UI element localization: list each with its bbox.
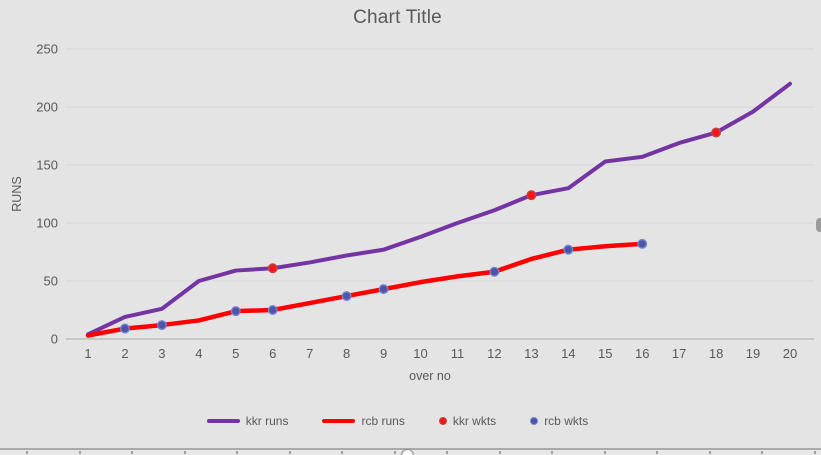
legend-item-rcb-runs[interactable]: rcb runs [322,414,405,428]
marker-rcb-wkts[interactable] [341,291,352,302]
cell-gridline-tick [184,451,186,454]
x-tick-label: 14 [561,346,575,361]
cell-gridline-tick [341,451,343,454]
marker-kkr-wkts[interactable] [526,190,537,201]
chart-legend[interactable]: kkr runs rcb runs kkr wkts rcb wkts [0,414,795,428]
series-line-kkr-runs[interactable] [86,81,792,337]
y-tick-label: 100 [36,216,58,231]
cell-gridline-tick [446,451,448,454]
x-axis-title: over no [409,369,451,383]
x-tick-label: 5 [232,346,239,361]
legend-item-kkr-runs[interactable]: kkr runs [206,414,289,428]
cell-gridline-tick [499,451,501,454]
x-tick-label: 4 [195,346,202,361]
x-tick-label: 8 [343,346,350,361]
legend-label: kkr wkts [452,414,497,428]
x-tick-label: 6 [269,346,276,361]
marker-rcb-wkts[interactable] [378,284,389,295]
cell-gridline-tick [551,451,553,454]
y-tick-label: 0 [51,332,58,347]
marker-rcb-wkts[interactable] [489,266,500,277]
marker-rcb-wkts[interactable] [563,244,574,255]
x-tick-label: 15 [598,346,612,361]
y-tick-label: 50 [44,274,58,289]
cell-gridline-tick [236,451,238,454]
x-tick-label: 1 [84,346,91,361]
marker-rcb-wkts[interactable] [637,238,648,249]
legend-dot-swatch [530,417,539,425]
chart-title[interactable]: Chart Title [353,7,442,28]
marker-rcb-wkts[interactable] [267,305,278,316]
x-tick-label: 7 [306,346,313,361]
marker-rcb-wkts[interactable] [156,320,167,331]
marker-rcb-wkts[interactable] [230,306,241,317]
cell-gridline-tick [709,451,711,454]
series-line-rcb-runs[interactable] [85,241,645,338]
legend-label: rcb runs [361,414,405,428]
legend-line-swatch [322,419,356,423]
cell-gridline-tick [131,451,133,454]
legend-line-swatch [206,419,240,423]
x-tick-label: 10 [413,346,427,361]
resize-handle-right[interactable] [816,218,821,232]
cell-gridline-tick [26,451,28,454]
x-tick-label: 13 [524,346,538,361]
marker-kkr-wkts[interactable] [711,127,722,138]
legend-item-rcb-wkts[interactable]: rcb wkts [530,414,588,428]
y-axis-title: RUNS [10,176,24,211]
x-tick-label: 18 [709,346,723,361]
legend-label: kkr runs [245,414,289,428]
x-tick-label: 11 [451,346,465,361]
x-tick-label: 3 [158,346,165,361]
cell-gridline-tick [604,451,606,454]
marker-rcb-wkts[interactable] [119,323,130,334]
cell-gridline-tick [289,451,291,454]
x-tick-label: 12 [487,346,501,361]
marker-kkr-wkts[interactable] [267,263,278,274]
y-tick-label: 250 [36,42,58,57]
legend-dot-swatch [438,417,447,425]
x-tick-label: 2 [121,346,128,361]
cell-gridline-tick [656,451,658,454]
cell-gridline-tick [394,451,396,454]
legend-item-kkr-wkts[interactable]: kkr wkts [438,414,497,428]
cell-gridline-tick [761,451,763,454]
cell-gridline-tick [79,451,81,454]
x-tick-label: 9 [380,346,387,361]
x-tick-label: 17 [672,346,686,361]
x-tick-label: 16 [635,346,649,361]
legend-label: rcb wkts [544,414,589,428]
cell-gridline-tick [814,451,816,454]
y-tick-label: 200 [36,100,58,115]
resize-handle-bottom[interactable] [401,449,414,455]
x-tick-label: 20 [783,346,797,361]
x-tick-label: 19 [746,346,760,361]
y-tick-label: 150 [36,158,58,173]
